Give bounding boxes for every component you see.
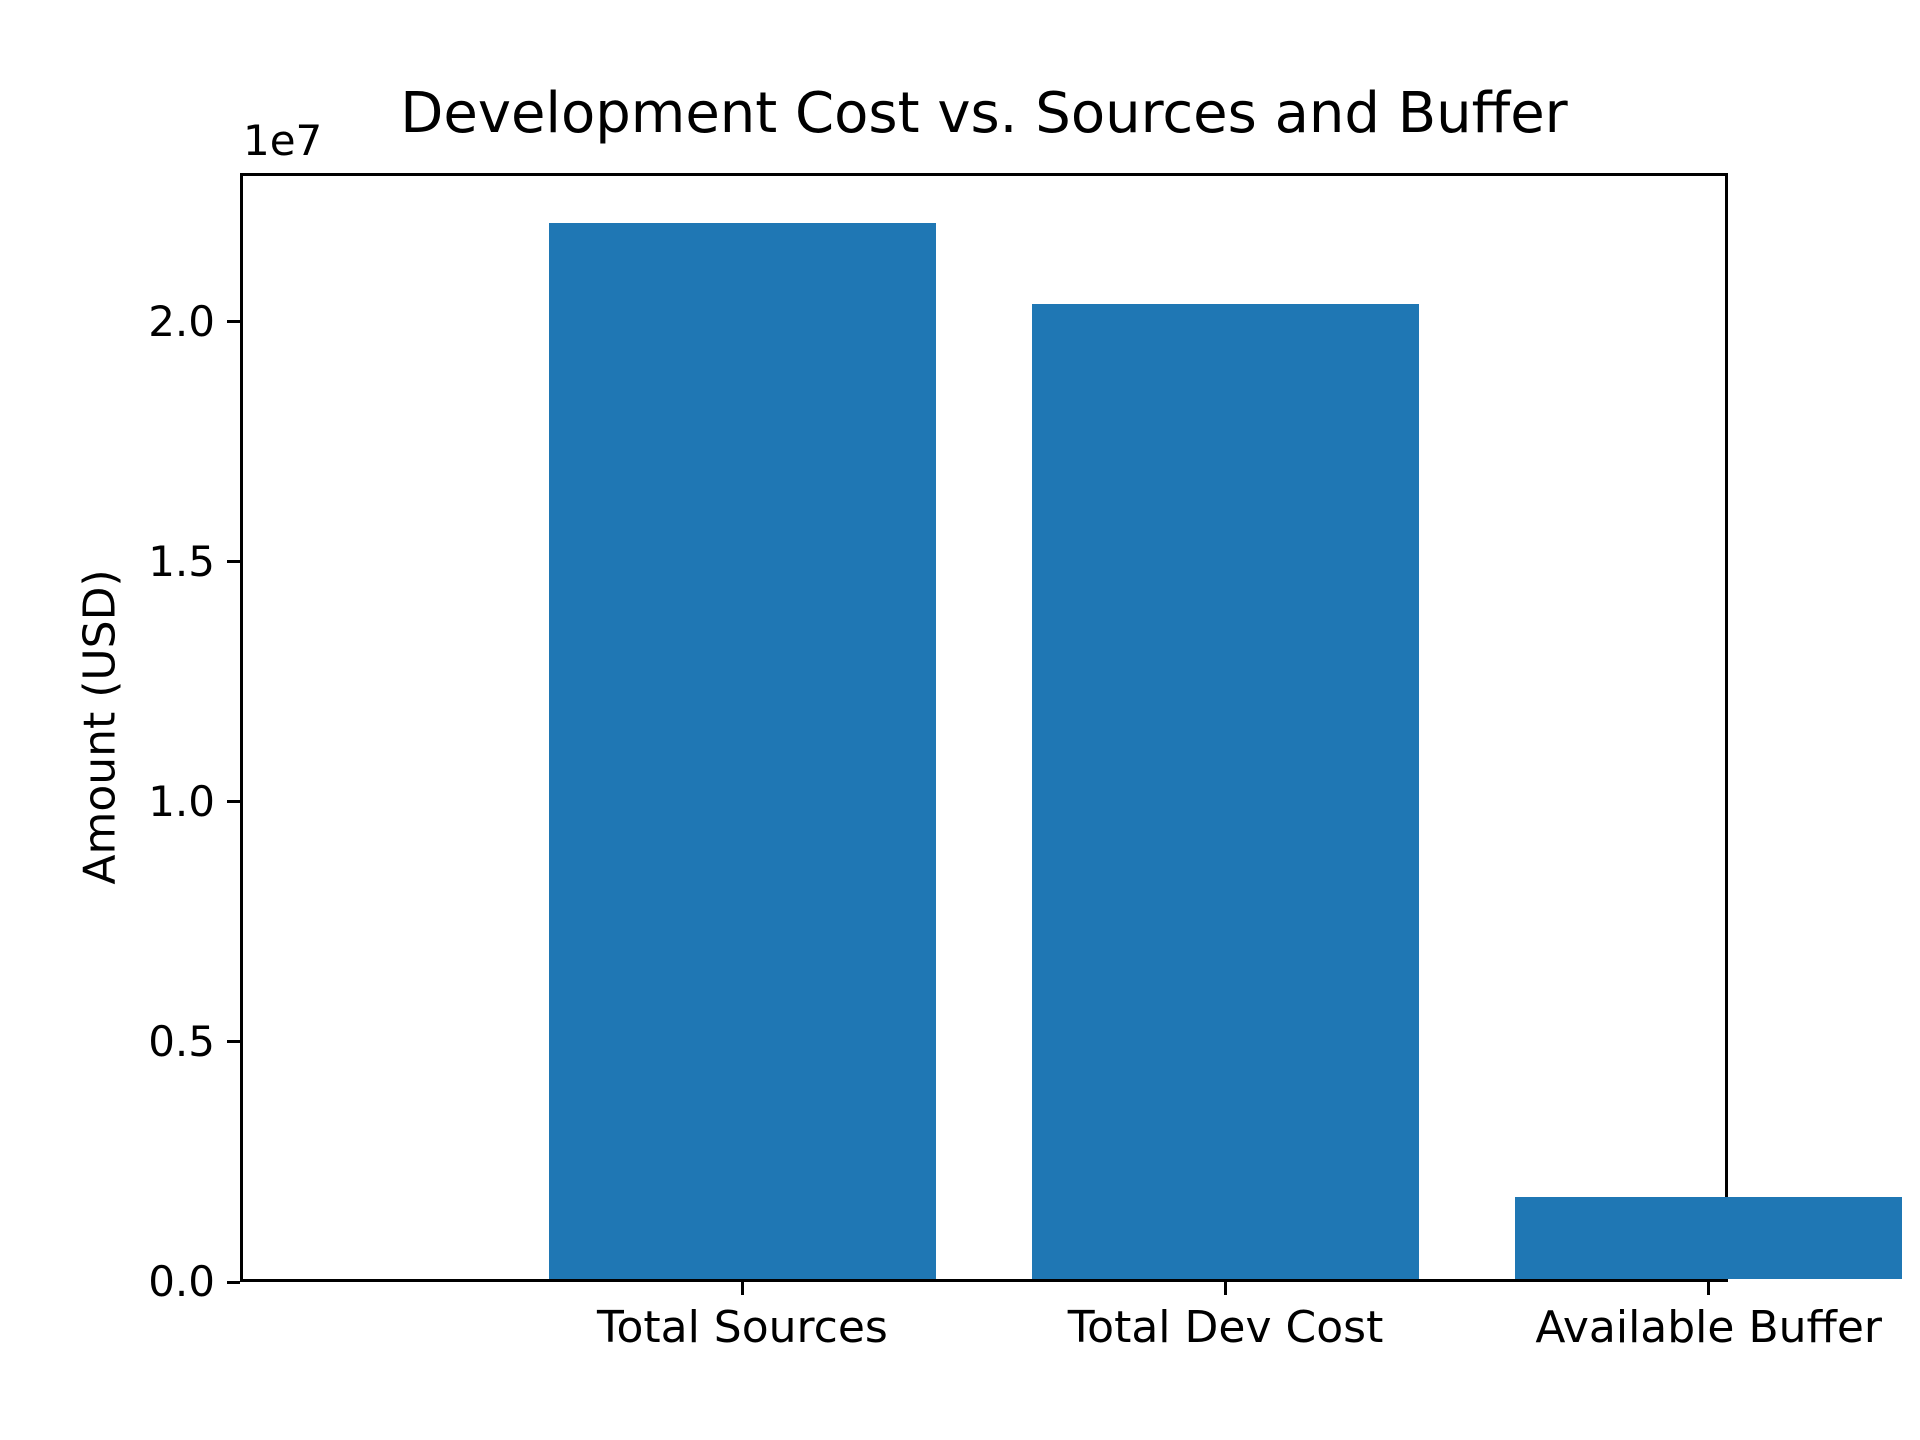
chart-title: Development Cost vs. Sources and Buffer xyxy=(400,81,1568,146)
y-tick-mark xyxy=(227,1040,240,1044)
y-axis-label: Amount (USD) xyxy=(74,569,126,885)
bar-total-sources xyxy=(549,222,936,1279)
x-tick-label: Total Sources xyxy=(597,1302,888,1353)
y-axis-offset-label: 1e7 xyxy=(243,116,323,165)
plot-area xyxy=(240,173,1902,1282)
x-tick-mark xyxy=(1707,1282,1711,1295)
y-tick-label: 1.0 xyxy=(148,776,215,826)
y-tick-mark xyxy=(227,560,240,564)
bar-total-dev-cost xyxy=(1032,304,1419,1279)
y-tick-label: 2.0 xyxy=(148,296,215,346)
x-tick-label: Available Buffer xyxy=(1535,1302,1883,1353)
y-tick-label: 0.5 xyxy=(148,1016,215,1066)
y-tick-mark xyxy=(227,320,240,324)
y-tick-mark xyxy=(227,1280,240,1284)
bar-available-buffer xyxy=(1515,1197,1902,1279)
x-tick-label: Total Dev Cost xyxy=(1067,1302,1384,1353)
y-tick-label: 1.5 xyxy=(148,536,215,586)
x-tick-mark xyxy=(1224,1282,1228,1295)
y-tick-mark xyxy=(227,800,240,804)
x-tick-mark xyxy=(740,1282,744,1295)
y-tick-label: 0.0 xyxy=(148,1257,215,1306)
